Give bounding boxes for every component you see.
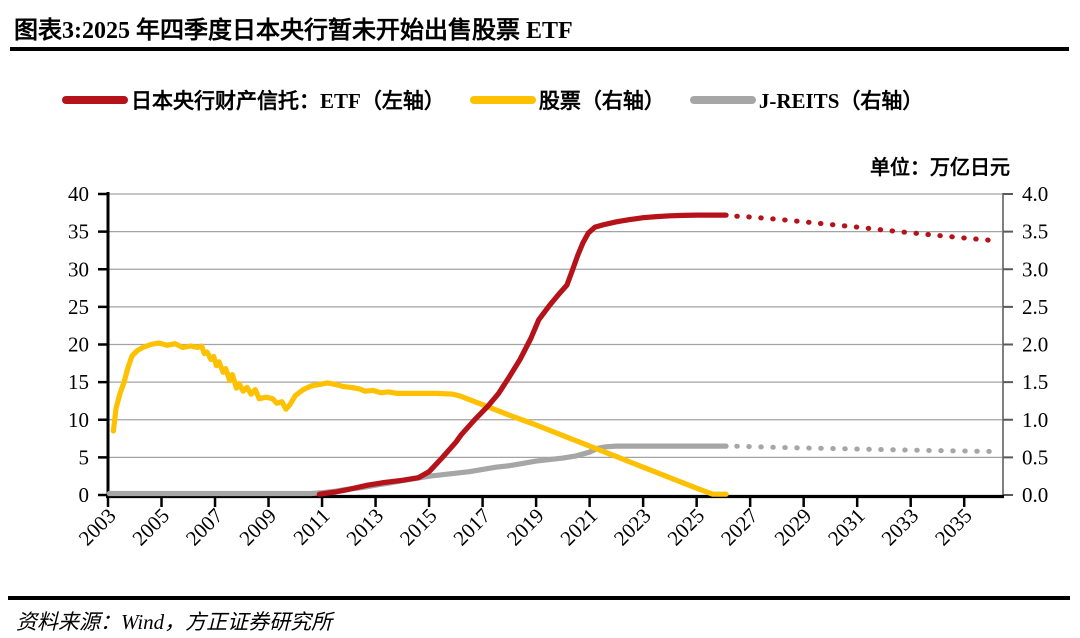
svg-text:15: 15 <box>68 370 89 394</box>
svg-text:2021: 2021 <box>555 504 602 551</box>
svg-text:0: 0 <box>79 483 90 507</box>
svg-text:2.0: 2.0 <box>1022 333 1048 357</box>
svg-text:30: 30 <box>68 257 89 281</box>
svg-text:35: 35 <box>68 220 89 244</box>
svg-text:2003: 2003 <box>74 504 121 551</box>
svg-text:40: 40 <box>68 182 89 206</box>
source-divider <box>8 596 1070 600</box>
etf-line-swatch <box>62 96 128 104</box>
legend-item-etf: 日本央行财产信托：ETF（左轴） <box>62 85 445 115</box>
figure-title: 图表3:2025 年四季度日本央行暂未开始出售股票 ETF <box>14 18 573 44</box>
title-divider <box>10 47 1069 51</box>
svg-text:2033: 2033 <box>877 504 924 551</box>
stocks-line-swatch <box>469 96 536 104</box>
svg-text:2.5: 2.5 <box>1022 295 1048 319</box>
svg-text:2025: 2025 <box>663 504 710 551</box>
svg-text:2011: 2011 <box>288 504 334 550</box>
jreits-line-swatch <box>689 96 756 104</box>
svg-text:4.0: 4.0 <box>1022 182 1048 206</box>
legend-item-jreits: J-REITS（右轴） <box>689 85 924 115</box>
legend-label-stocks: 股票（右轴） <box>538 89 665 113</box>
svg-text:2015: 2015 <box>395 504 442 551</box>
svg-text:2019: 2019 <box>502 504 549 551</box>
chart-legend: 日本央行财产信托：ETF（左轴） 股票（右轴） J-REITS（右轴） <box>62 85 923 115</box>
legend-item-stocks: 股票（右轴） <box>469 85 665 115</box>
svg-text:1.0: 1.0 <box>1022 408 1048 432</box>
svg-text:2007: 2007 <box>181 504 228 551</box>
svg-text:0.0: 0.0 <box>1022 483 1048 507</box>
svg-text:2009: 2009 <box>234 504 281 551</box>
unit-label: 单位：万亿日元 <box>870 157 1010 179</box>
svg-text:5: 5 <box>79 445 90 469</box>
legend-label-etf: 日本央行财产信托：ETF（左轴） <box>131 89 445 113</box>
svg-text:2005: 2005 <box>127 504 174 551</box>
svg-text:3.5: 3.5 <box>1022 220 1048 244</box>
svg-text:2029: 2029 <box>770 504 817 551</box>
svg-text:2023: 2023 <box>609 504 656 551</box>
svg-text:2035: 2035 <box>930 504 977 551</box>
svg-text:20: 20 <box>68 333 89 357</box>
svg-text:2031: 2031 <box>823 504 870 551</box>
svg-text:0.5: 0.5 <box>1022 445 1048 469</box>
svg-text:2013: 2013 <box>341 504 388 551</box>
svg-text:1.5: 1.5 <box>1022 370 1048 394</box>
svg-text:2027: 2027 <box>716 504 763 551</box>
legend-label-jreits: J-REITS（右轴） <box>758 89 924 113</box>
svg-text:3.0: 3.0 <box>1022 257 1048 281</box>
source-note: 资料来源：Wind，方正证券研究所 <box>16 610 333 634</box>
svg-text:2017: 2017 <box>448 504 495 551</box>
svg-text:25: 25 <box>68 295 89 319</box>
svg-text:10: 10 <box>68 408 89 432</box>
